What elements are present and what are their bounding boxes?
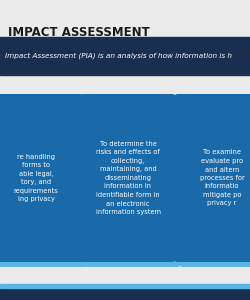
Text: To examine
evaluate pro
and altern
processes for
informatio
mitigate po
privacy : To examine evaluate pro and altern proce… (200, 149, 244, 206)
Bar (0, 37, 250, 75)
Text: re handling
forms to
able legal,
tory, and
requirements
ing privacy: re handling forms to able legal, tory, a… (14, 154, 59, 202)
FancyBboxPatch shape (179, 99, 250, 267)
Text: IMPACT ASSESSMENT: IMPACT ASSESSMENT (8, 26, 150, 38)
FancyBboxPatch shape (0, 94, 84, 262)
FancyBboxPatch shape (174, 94, 250, 262)
Bar (0, 90, 250, 265)
FancyBboxPatch shape (0, 99, 89, 267)
FancyBboxPatch shape (80, 94, 176, 262)
Bar (0, 288, 250, 300)
Bar (0, 284, 250, 288)
FancyBboxPatch shape (85, 99, 181, 267)
Text: Impact Assessment (PIA) is an analysis of how information is h: Impact Assessment (PIA) is an analysis o… (5, 53, 232, 59)
Text: To determine the
risks and effects of
collecting,
maintaining, and
disseminating: To determine the risks and effects of co… (96, 141, 160, 215)
